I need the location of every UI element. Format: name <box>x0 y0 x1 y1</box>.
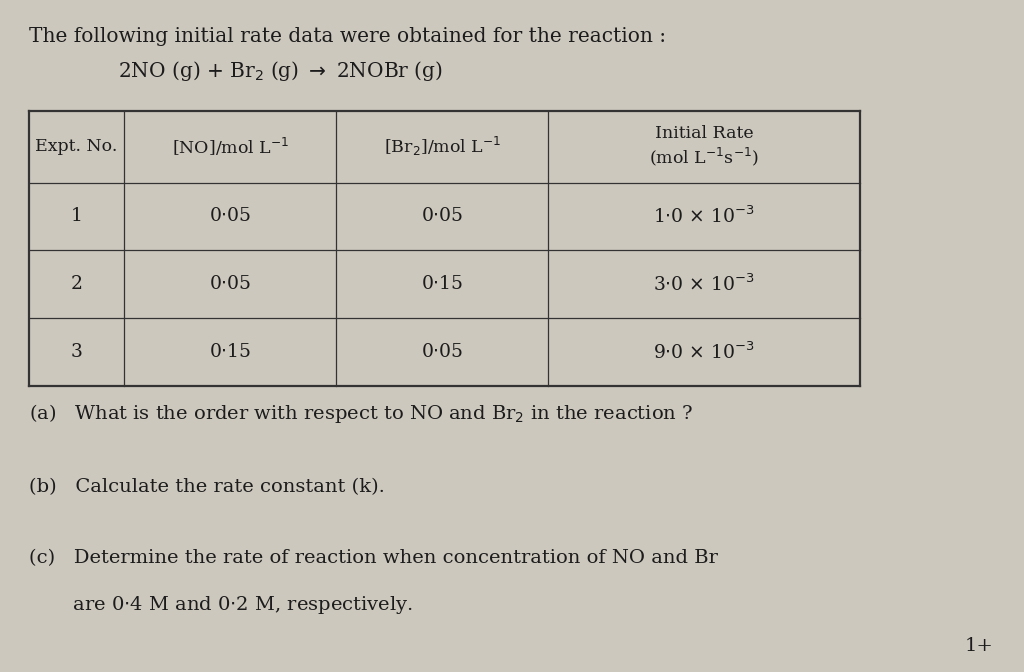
Text: [NO]/mol L$^{-1}$: [NO]/mol L$^{-1}$ <box>172 136 289 158</box>
Text: 3: 3 <box>71 343 82 362</box>
Text: 0$\cdot$05: 0$\cdot$05 <box>209 276 252 294</box>
Text: (b)   Calculate the rate constant (k).: (b) Calculate the rate constant (k). <box>29 478 385 496</box>
Text: The following initial rate data were obtained for the reaction :: The following initial rate data were obt… <box>29 28 666 46</box>
Text: 2: 2 <box>71 276 83 294</box>
Text: 0$\cdot$05: 0$\cdot$05 <box>421 208 464 226</box>
Text: 1$\cdot$0 $\times$ 10$^{-3}$: 1$\cdot$0 $\times$ 10$^{-3}$ <box>653 206 755 227</box>
Text: Initial Rate
(mol L$^{-1}$s$^{-1}$): Initial Rate (mol L$^{-1}$s$^{-1}$) <box>649 125 759 168</box>
Text: 9$\cdot$0 $\times$ 10$^{-3}$: 9$\cdot$0 $\times$ 10$^{-3}$ <box>653 341 755 363</box>
Text: 0$\cdot$05: 0$\cdot$05 <box>209 208 252 226</box>
Text: 0$\cdot$15: 0$\cdot$15 <box>209 343 252 362</box>
Text: 0$\cdot$05: 0$\cdot$05 <box>421 343 464 362</box>
Text: 1: 1 <box>71 208 82 226</box>
Text: (a)   What is the order with respect to NO and Br$_2$ in the reaction ?: (a) What is the order with respect to NO… <box>29 402 693 425</box>
Text: 1+: 1+ <box>965 638 993 655</box>
Text: 0$\cdot$15: 0$\cdot$15 <box>421 276 464 294</box>
Text: are 0$\cdot$4 M and 0$\cdot$2 M, respectively.: are 0$\cdot$4 M and 0$\cdot$2 M, respect… <box>29 594 413 616</box>
Text: [Br$_2$]/mol L$^{-1}$: [Br$_2$]/mol L$^{-1}$ <box>384 135 501 158</box>
Text: Expt. No.: Expt. No. <box>35 138 118 155</box>
Text: 3$\cdot$0 $\times$ 10$^{-3}$: 3$\cdot$0 $\times$ 10$^{-3}$ <box>653 274 755 295</box>
Text: (c)   Determine the rate of reaction when concentration of NO and Br: (c) Determine the rate of reaction when … <box>29 549 718 566</box>
Text: 2NO (g) + Br$_2$ (g) $\rightarrow$ 2NOBr (g): 2NO (g) + Br$_2$ (g) $\rightarrow$ 2NOBr… <box>118 58 442 83</box>
